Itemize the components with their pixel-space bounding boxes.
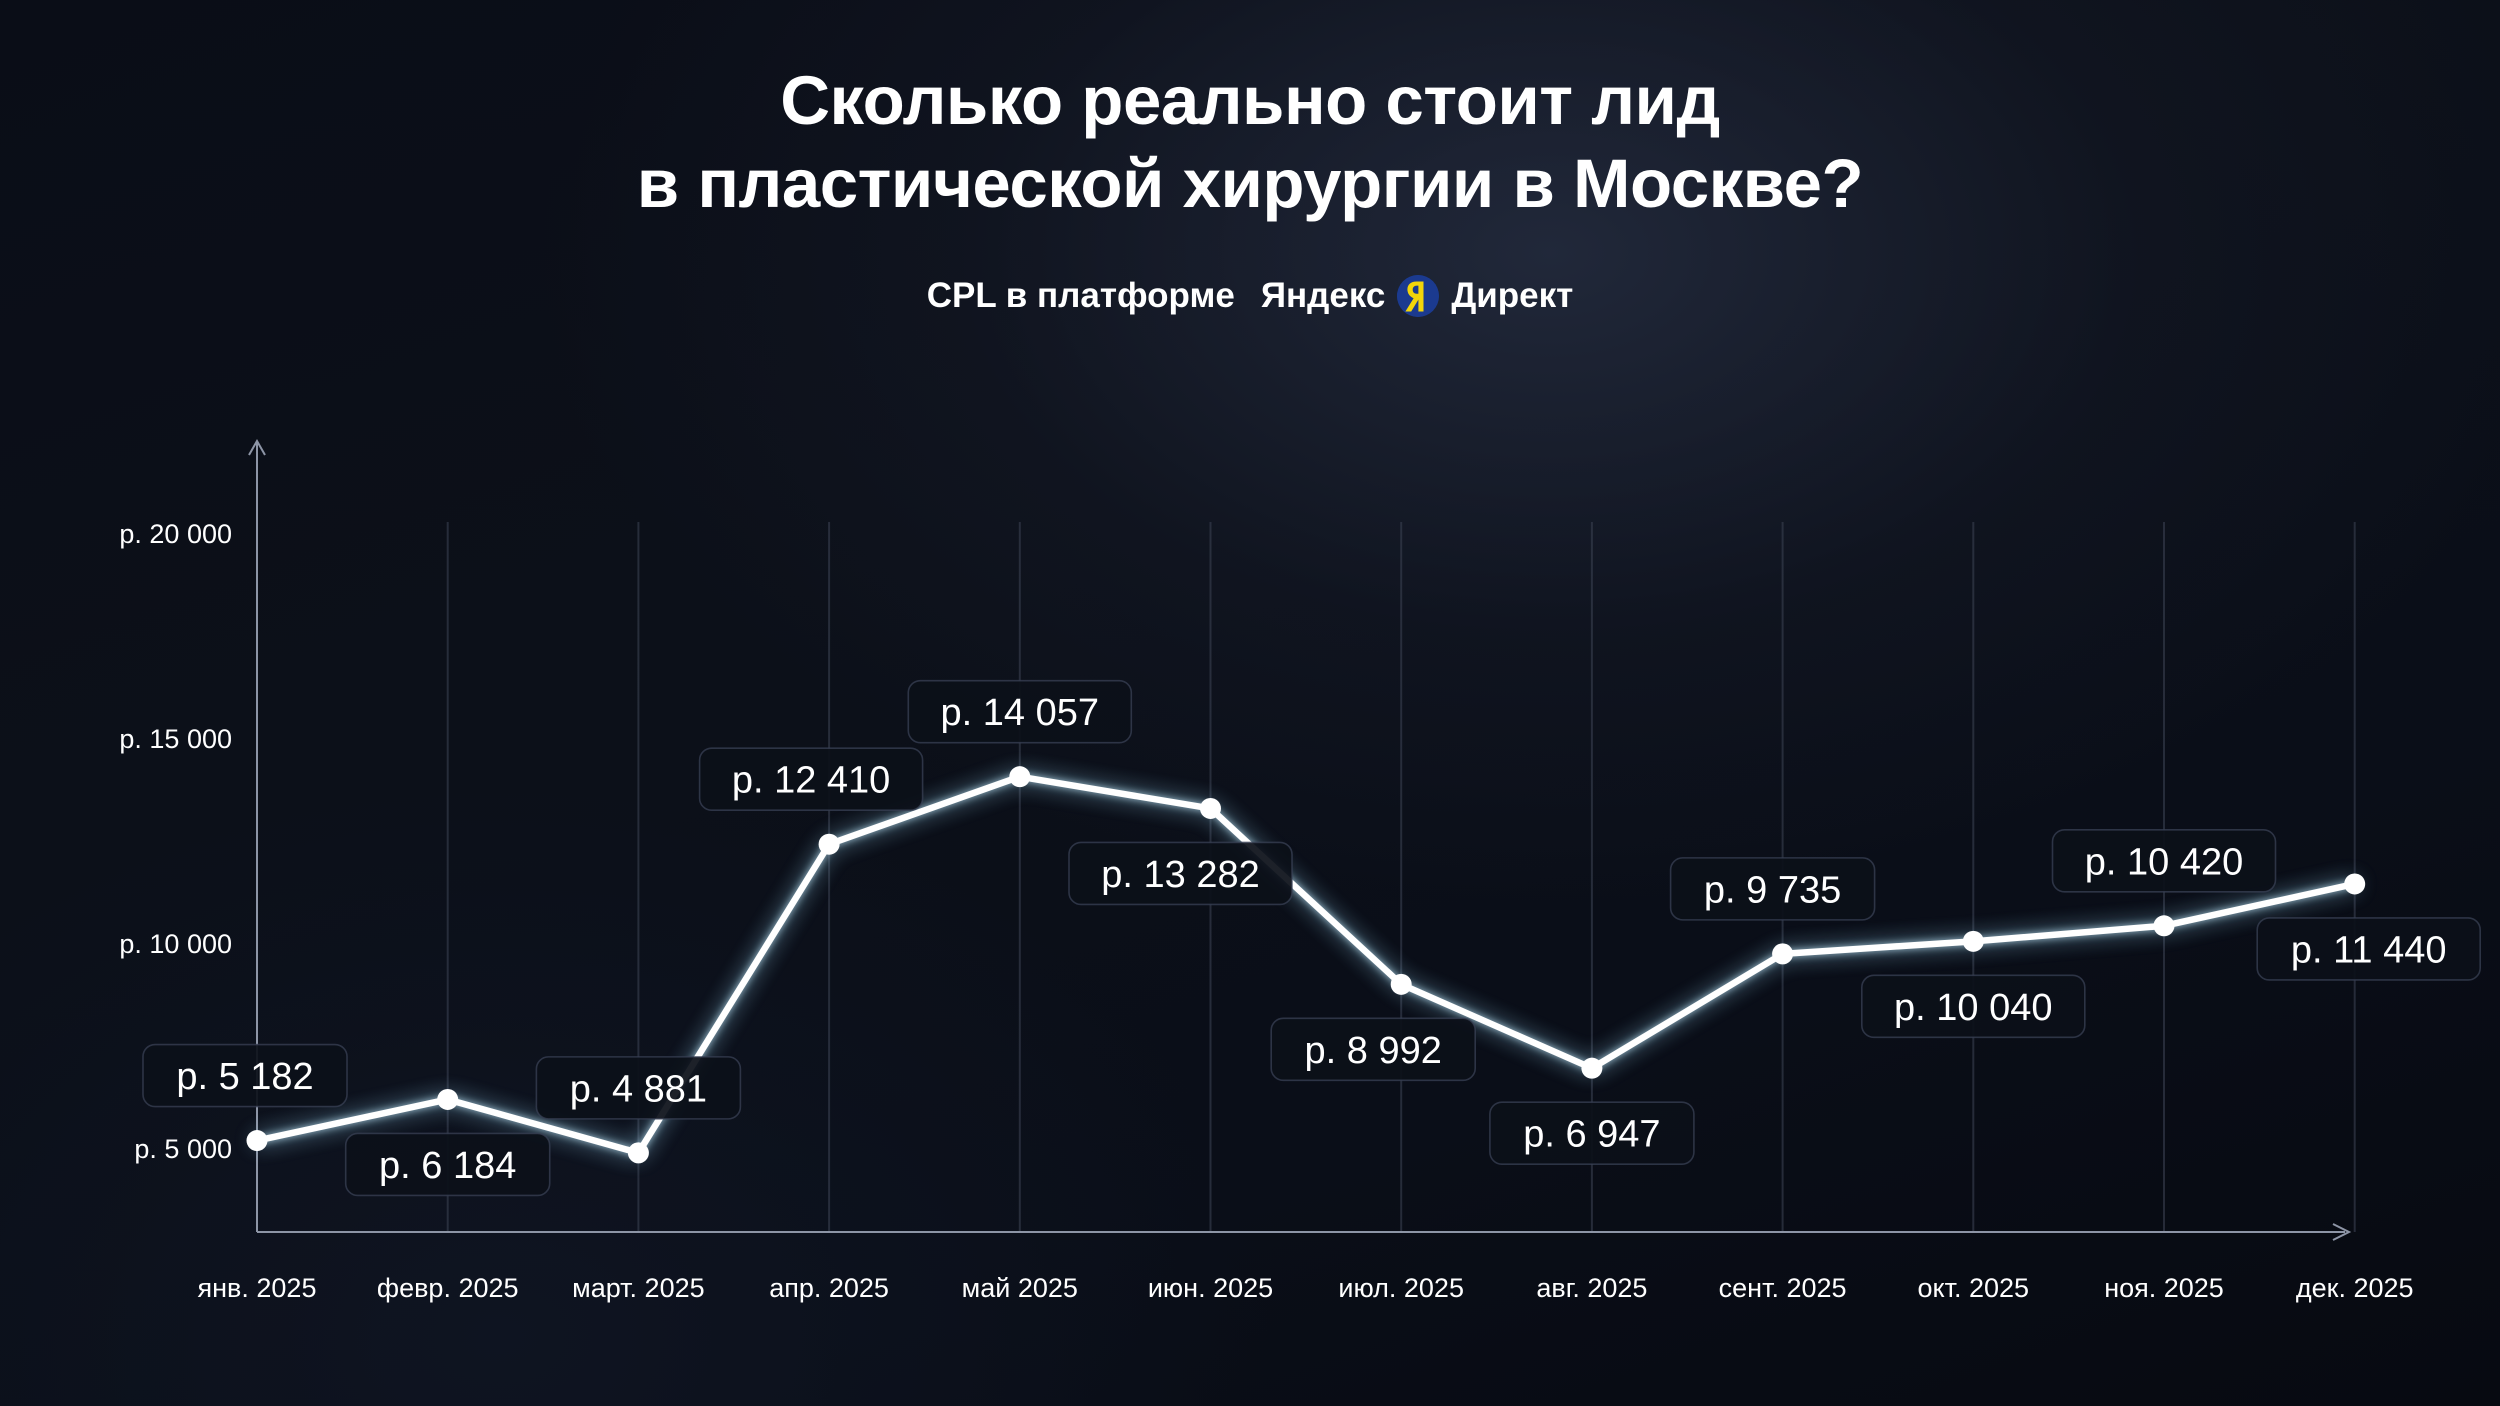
x-tick-label: окт. 2025: [1918, 1273, 2030, 1303]
series-data-points: [246, 766, 2366, 1164]
data-label-value: р. 10 040: [1894, 987, 2052, 1029]
y-tick-label: р. 20 000: [119, 519, 232, 549]
data-point-labels: р. 5 182 р. 6 184 р. 4 881 р. 12 410 р. 14 0…: [142, 679, 2481, 1197]
data-point-marker[interactable]: [1009, 766, 1031, 788]
brand-name-direct: Директ: [1451, 276, 1574, 316]
data-label-value: р. 6 184: [379, 1145, 516, 1187]
x-tick-label: июл. 2025: [1338, 1273, 1464, 1303]
x-tick-label: апр. 2025: [769, 1273, 889, 1303]
y-tick-label: р. 5 000: [134, 1134, 232, 1164]
data-label-box: [1669, 857, 1876, 921]
x-tick-label: март. 2025: [572, 1273, 704, 1303]
data-label-box: [535, 1056, 742, 1120]
y-tick-labels: р. 5 000 р. 10 000 р. 15 000 р. 20 000: [119, 519, 232, 1164]
data-label-box: [1489, 1101, 1695, 1165]
data-label-value: р. 9 735: [1704, 869, 1841, 911]
y-tick-label: р. 15 000: [119, 724, 232, 754]
data-point-marker[interactable]: [2344, 873, 2366, 895]
data-label-box: [142, 1043, 348, 1108]
data-point-marker[interactable]: [1200, 797, 1221, 819]
data-label-box: [907, 679, 1133, 744]
data-label-value: р. 8 992: [1305, 1030, 1442, 1072]
data-label-box: [1861, 974, 2086, 1039]
yandex-logo-icon: [1397, 275, 1440, 318]
brand-name-yandex: Яндекс: [1260, 276, 1386, 316]
yandex-direct-brand: Яндекс Директ: [1260, 275, 1574, 318]
series-line-cpl: [253, 773, 2358, 1157]
data-label-box: [698, 747, 924, 811]
axes: [248, 438, 2352, 1241]
header: Сколько реально стоит лид в пластической…: [0, 0, 2500, 318]
x-axis-arrow: [2332, 1223, 2352, 1241]
data-point-marker[interactable]: [1962, 930, 1984, 952]
gridlines: [446, 522, 2356, 1232]
x-tick-label: дек. 2025: [2296, 1273, 2414, 1303]
data-label-box: [2256, 917, 2481, 981]
x-tick-label: февр. 2025: [377, 1273, 519, 1303]
x-tick-label: сент. 2025: [1719, 1273, 1847, 1303]
data-label-box: [2051, 828, 2277, 893]
page-title-line1: Сколько реально стоит лид: [780, 62, 1720, 139]
page-title-line2: в пластической хирургии в Москве?: [636, 144, 1864, 222]
data-point-marker[interactable]: [1581, 1057, 1603, 1079]
data-label-value: р. 5 182: [176, 1056, 313, 1098]
subtitle: CPL в платформе Яндекс Директ: [0, 275, 2500, 318]
data-label-value: р. 13 282: [1101, 854, 1259, 896]
x-tick-label: май 2025: [962, 1273, 1078, 1303]
data-point-marker[interactable]: [1390, 973, 1412, 995]
data-point-marker[interactable]: [1772, 943, 1794, 965]
data-label-value: р. 11 440: [2291, 929, 2447, 971]
data-point-marker[interactable]: [627, 1142, 649, 1164]
y-tick-label: р. 10 000: [119, 929, 232, 959]
data-point-marker[interactable]: [437, 1088, 459, 1110]
series-group: [246, 766, 2366, 1164]
data-label-value: р. 6 947: [1523, 1114, 1660, 1156]
data-label-value: р. 14 057: [941, 692, 1099, 734]
x-tick-label: ноя. 2025: [2104, 1273, 2224, 1303]
data-label-value: р. 4 881: [570, 1068, 707, 1110]
data-label-box: [344, 1132, 551, 1197]
data-label-box: [1068, 841, 1293, 906]
subtitle-prefix: CPL в платформе: [926, 276, 1235, 316]
data-label-value: р. 12 410: [732, 760, 890, 802]
x-tick-label: янв. 2025: [198, 1273, 317, 1303]
x-tick-label: авг. 2025: [1536, 1273, 1647, 1303]
x-tick-label: июн. 2025: [1148, 1273, 1273, 1303]
data-label-value: р. 10 420: [2085, 841, 2243, 883]
data-label-box: [1270, 1017, 1476, 1082]
x-tick-labels: янв. 2025 февр. 2025 март. 2025 апр. 2025 ма…: [198, 1273, 2414, 1303]
y-axis-arrow: [248, 438, 266, 456]
data-point-marker[interactable]: [2153, 915, 2175, 937]
data-point-marker[interactable]: [246, 1130, 268, 1152]
data-point-marker[interactable]: [818, 833, 840, 855]
